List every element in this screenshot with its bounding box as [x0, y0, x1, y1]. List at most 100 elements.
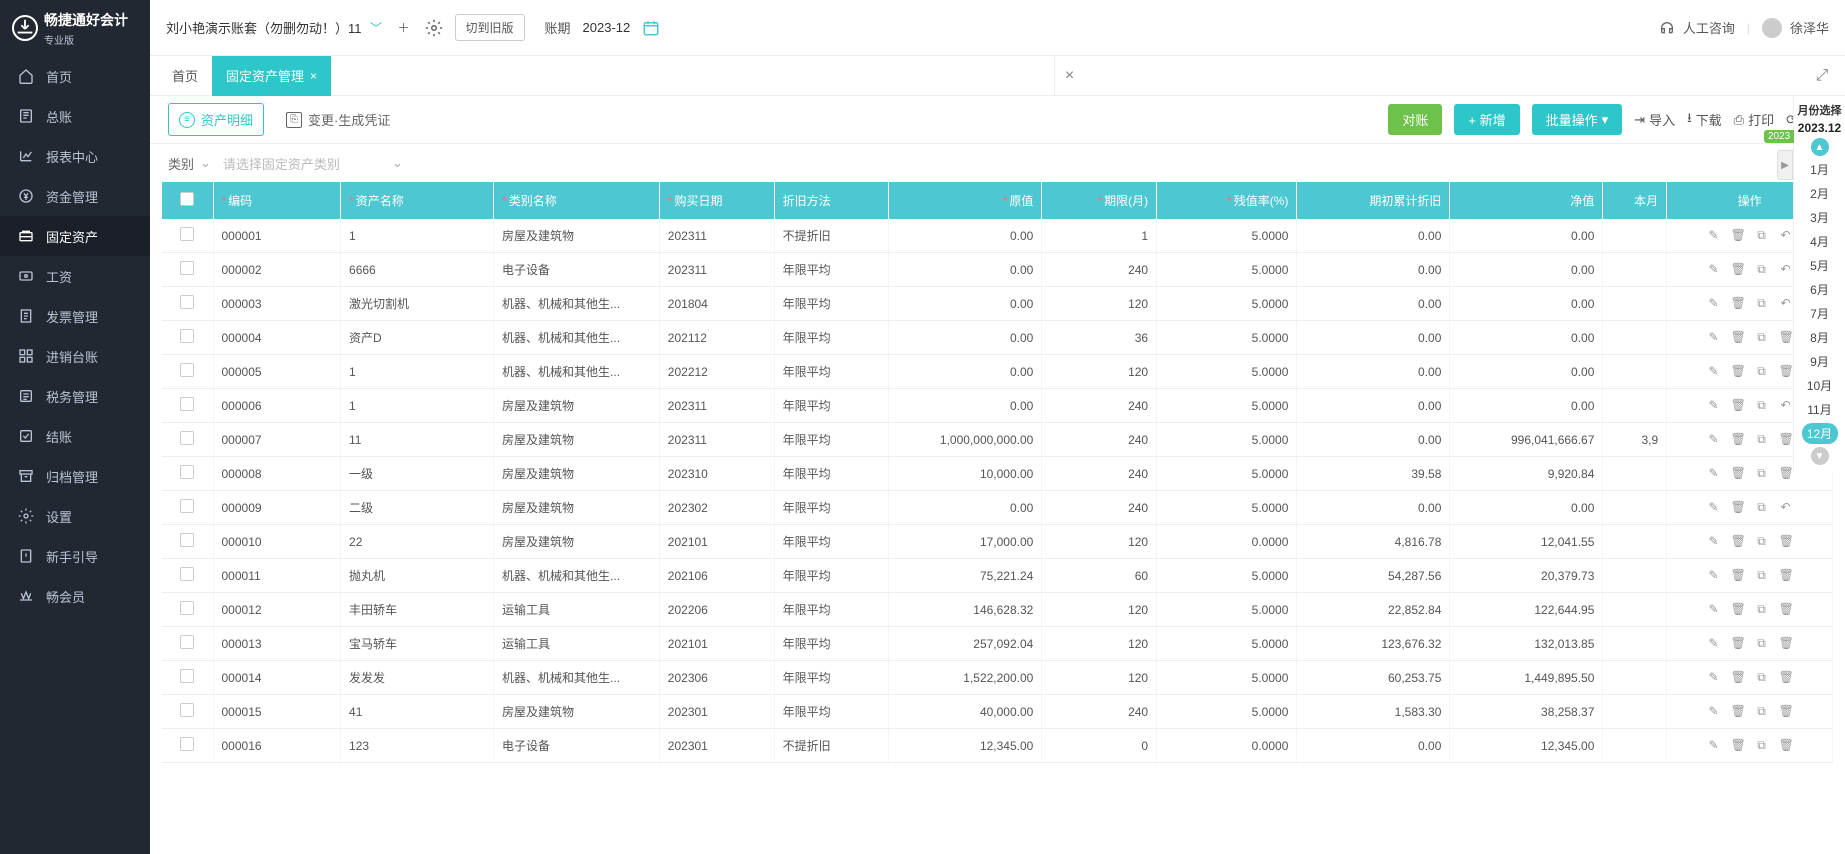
- row-checkbox[interactable]: [180, 397, 194, 411]
- clear-icon[interactable]: 🗑: [1779, 602, 1793, 617]
- sidebar-item-tax[interactable]: 税务管理: [0, 376, 150, 416]
- sidebar-item-vip[interactable]: 畅会员: [0, 576, 150, 616]
- download-button[interactable]: ⭳下载: [1687, 109, 1722, 131]
- month-item[interactable]: 10月: [1802, 375, 1838, 396]
- delete-icon[interactable]: 🗑: [1731, 330, 1745, 345]
- delete-icon[interactable]: 🗑: [1731, 466, 1745, 481]
- month-item[interactable]: 7月: [1802, 303, 1838, 324]
- row-checkbox[interactable]: [180, 431, 194, 445]
- row-checkbox[interactable]: [180, 533, 194, 547]
- clear-icon[interactable]: 🗑: [1779, 636, 1793, 651]
- sidebar-item-money[interactable]: 资金管理: [0, 176, 150, 216]
- edit-icon[interactable]: ✎: [1707, 534, 1721, 549]
- row-checkbox[interactable]: [180, 669, 194, 683]
- table-row[interactable]: 000004资产D机器、机械和其他生...202112年限平均0.00365.0…: [162, 321, 1833, 355]
- month-item[interactable]: 11月: [1802, 399, 1838, 420]
- clear-icon[interactable]: 🗑: [1779, 670, 1793, 685]
- copy-icon[interactable]: ⧉: [1755, 466, 1769, 481]
- clear-icon[interactable]: 🗑: [1779, 432, 1793, 447]
- edit-icon[interactable]: ✎: [1707, 500, 1721, 515]
- collapse-month-panel[interactable]: ▶: [1777, 150, 1793, 180]
- subtab-asset-detail[interactable]: ≡ 资产明细: [168, 103, 264, 136]
- delete-icon[interactable]: 🗑: [1731, 534, 1745, 549]
- edit-icon[interactable]: ✎: [1707, 670, 1721, 685]
- import-button[interactable]: ⇥导入: [1634, 110, 1675, 129]
- sidebar-item-stock[interactable]: 进销台账: [0, 336, 150, 376]
- table-row[interactable]: 0000011房屋及建筑物202311不提折旧0.0015.00000.000.…: [162, 219, 1833, 253]
- month-item[interactable]: 12月: [1802, 423, 1838, 444]
- month-item[interactable]: 3月: [1802, 207, 1838, 228]
- edit-icon[interactable]: ✎: [1707, 296, 1721, 311]
- month-item[interactable]: 1月: [1802, 159, 1838, 180]
- edit-icon[interactable]: ✎: [1707, 602, 1721, 617]
- row-checkbox[interactable]: [180, 737, 194, 751]
- clear-icon[interactable]: 🗑: [1779, 364, 1793, 379]
- batch-button[interactable]: 批量操作 ▾: [1532, 104, 1623, 135]
- sidebar-item-home[interactable]: 首页: [0, 56, 150, 96]
- category-value-select[interactable]: 请选择固定资产类别 ⌄: [223, 154, 403, 173]
- copy-icon[interactable]: ⧉: [1755, 330, 1769, 345]
- old-version-button[interactable]: 切到旧版: [455, 14, 525, 41]
- table-row[interactable]: 000009二级房屋及建筑物202302年限平均0.002405.00000.0…: [162, 491, 1833, 525]
- delete-icon[interactable]: 🗑: [1731, 432, 1745, 447]
- delete-icon[interactable]: 🗑: [1731, 262, 1745, 277]
- sidebar-item-close[interactable]: 结账: [0, 416, 150, 456]
- copy-icon[interactable]: ⧉: [1755, 670, 1769, 685]
- sidebar-item-settings[interactable]: 设置: [0, 496, 150, 536]
- user-menu[interactable]: 徐泽华: [1762, 18, 1829, 38]
- period-value[interactable]: 2023-12: [583, 20, 631, 35]
- table-row[interactable]: 000013宝马轿车运输工具202101年限平均257,092.041205.0…: [162, 627, 1833, 661]
- clear-icon[interactable]: 🗑: [1779, 738, 1793, 753]
- delete-icon[interactable]: 🗑: [1731, 602, 1745, 617]
- subtab-voucher[interactable]: ⎘ 变更·生成凭证: [276, 104, 400, 135]
- undo-icon[interactable]: ↶: [1779, 500, 1793, 515]
- tab-固定资产管理[interactable]: 固定资产管理×: [212, 56, 331, 96]
- reconcile-button[interactable]: 对账: [1388, 104, 1442, 135]
- month-item[interactable]: 5月: [1802, 255, 1838, 276]
- copy-icon[interactable]: ⧉: [1755, 296, 1769, 311]
- sidebar-item-archive[interactable]: 归档管理: [0, 456, 150, 496]
- copy-icon[interactable]: ⧉: [1755, 262, 1769, 277]
- row-checkbox[interactable]: [180, 363, 194, 377]
- row-checkbox[interactable]: [180, 227, 194, 241]
- clear-icon[interactable]: 🗑: [1779, 704, 1793, 719]
- clear-icon[interactable]: 🗑: [1779, 534, 1793, 549]
- table-row[interactable]: 0000051机器、机械和其他生...202212年限平均0.001205.00…: [162, 355, 1833, 389]
- edit-icon[interactable]: ✎: [1707, 636, 1721, 651]
- row-checkbox[interactable]: [180, 703, 194, 717]
- table-row[interactable]: 000008一级房屋及建筑物202310年限平均10,000.002405.00…: [162, 457, 1833, 491]
- expand-icon[interactable]: ⤢: [1807, 56, 1837, 96]
- copy-icon[interactable]: ⧉: [1755, 738, 1769, 753]
- copy-icon[interactable]: ⧉: [1755, 602, 1769, 617]
- month-item[interactable]: 8月: [1802, 327, 1838, 348]
- row-checkbox[interactable]: [180, 567, 194, 581]
- sidebar-item-invoice[interactable]: 发票管理: [0, 296, 150, 336]
- month-item[interactable]: 2月: [1802, 183, 1838, 204]
- row-checkbox[interactable]: [180, 295, 194, 309]
- month-item[interactable]: 4月: [1802, 231, 1838, 252]
- clear-icon[interactable]: 🗑: [1779, 568, 1793, 583]
- copy-icon[interactable]: ⧉: [1755, 500, 1769, 515]
- delete-icon[interactable]: 🗑: [1731, 704, 1745, 719]
- edit-icon[interactable]: ✎: [1707, 364, 1721, 379]
- table-row[interactable]: 000003激光切割机机器、机械和其他生...201804年限平均0.00120…: [162, 287, 1833, 321]
- row-checkbox[interactable]: [180, 261, 194, 275]
- delete-icon[interactable]: 🗑: [1731, 738, 1745, 753]
- calendar-icon[interactable]: [642, 19, 660, 37]
- table-row[interactable]: 00001541房屋及建筑物202301年限平均40,000.002405.00…: [162, 695, 1833, 729]
- undo-icon[interactable]: ↶: [1779, 296, 1793, 311]
- table-row[interactable]: 000016123电子设备202301不提折旧12,345.0000.00000…: [162, 729, 1833, 763]
- copy-icon[interactable]: ⧉: [1755, 534, 1769, 549]
- close-tab-icon[interactable]: ×: [1054, 56, 1084, 96]
- table-row[interactable]: 000014发发发机器、机械和其他生...202306年限平均1,522,200…: [162, 661, 1833, 695]
- row-checkbox[interactable]: [180, 329, 194, 343]
- month-item[interactable]: 6月: [1802, 279, 1838, 300]
- copy-icon[interactable]: ⧉: [1755, 636, 1769, 651]
- row-checkbox[interactable]: [180, 499, 194, 513]
- delete-icon[interactable]: 🗑: [1731, 228, 1745, 243]
- edit-icon[interactable]: ✎: [1707, 466, 1721, 481]
- edit-icon[interactable]: ✎: [1707, 738, 1721, 753]
- delete-icon[interactable]: 🗑: [1731, 398, 1745, 413]
- edit-icon[interactable]: ✎: [1707, 398, 1721, 413]
- close-icon[interactable]: ×: [310, 69, 317, 83]
